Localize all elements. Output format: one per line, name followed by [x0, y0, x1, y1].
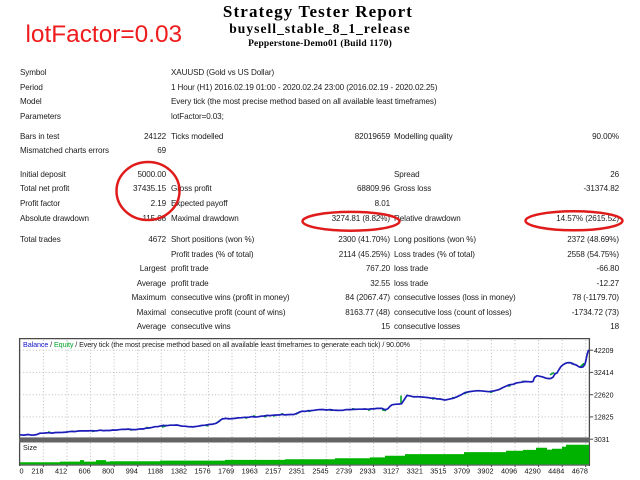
svg-text:2157: 2157 — [265, 467, 281, 476]
svg-text:3515: 3515 — [430, 467, 446, 476]
svg-text:4096: 4096 — [501, 467, 517, 476]
svg-text:994: 994 — [126, 467, 138, 476]
svg-text:1769: 1769 — [218, 467, 234, 476]
svg-text:4678: 4678 — [572, 467, 588, 476]
svg-text:0: 0 — [19, 467, 23, 476]
svg-text:218: 218 — [31, 467, 43, 476]
svg-text:4290: 4290 — [525, 467, 541, 476]
svg-text:3321: 3321 — [407, 467, 423, 476]
svg-text:1382: 1382 — [171, 467, 187, 476]
svg-text:3127: 3127 — [383, 467, 399, 476]
svg-text:Balance / Equity / Every tick: Balance / Equity / Every tick (the most … — [23, 340, 411, 349]
svg-text:3709: 3709 — [454, 467, 470, 476]
svg-text:1188: 1188 — [148, 467, 164, 476]
svg-text:2933: 2933 — [359, 467, 375, 476]
svg-text:42209: 42209 — [594, 348, 614, 355]
svg-text:2351: 2351 — [289, 467, 305, 476]
svg-text:Size: Size — [23, 443, 37, 452]
svg-text:2739: 2739 — [336, 467, 352, 476]
svg-text:1576: 1576 — [194, 467, 210, 476]
svg-text:4484: 4484 — [548, 467, 564, 476]
svg-text:22620: 22620 — [594, 392, 614, 399]
svg-text:1963: 1963 — [242, 467, 258, 476]
svg-text:800: 800 — [102, 467, 114, 476]
svg-text:606: 606 — [79, 467, 91, 476]
svg-text:32414: 32414 — [594, 370, 614, 377]
svg-text:2545: 2545 — [312, 467, 328, 476]
svg-text:3902: 3902 — [477, 467, 493, 476]
svg-text:412: 412 — [55, 467, 67, 476]
svg-text:12825: 12825 — [594, 415, 614, 422]
svg-text:3031: 3031 — [594, 437, 610, 444]
